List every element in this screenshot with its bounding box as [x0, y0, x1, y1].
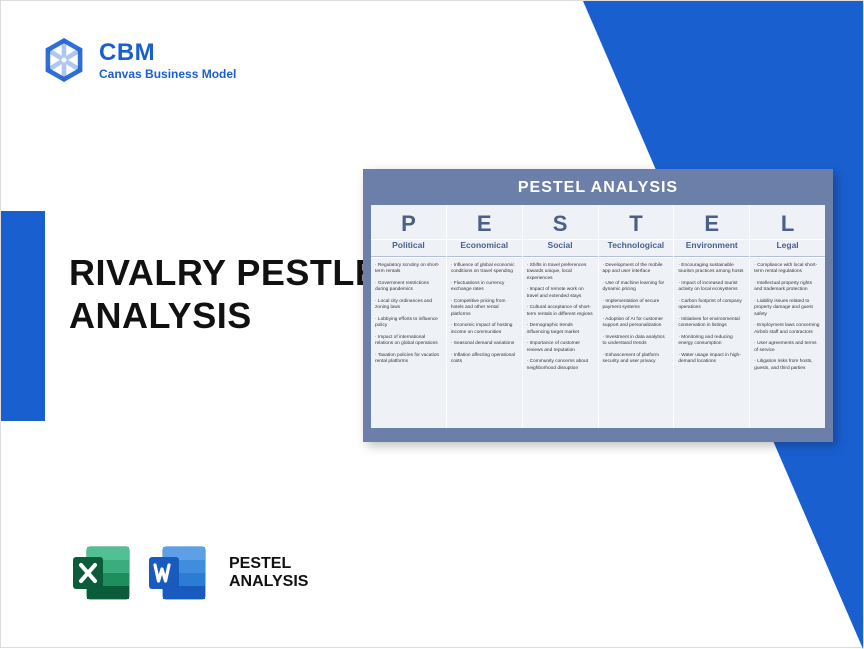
pestel-body: · Encouraging sustainable tourism practi…: [674, 258, 749, 428]
pestel-label: Social: [523, 240, 598, 257]
pestel-item: · Community concerns about neighborhood …: [527, 359, 594, 372]
pestel-item: · Lobbying efforts to influence policy: [375, 317, 442, 330]
pestel-item: · Adoption of AI for customer support an…: [603, 317, 670, 330]
pestel-body: · Influence of global economic condition…: [447, 258, 522, 428]
cbm-logo-icon: [41, 37, 87, 83]
pestel-item: · Investment in data analytics to unders…: [603, 335, 670, 348]
left-accent-bar: [1, 211, 45, 421]
pestel-item: · Shifts in travel preferences towards u…: [527, 263, 594, 282]
pestel-item: · Impact of international relations on g…: [375, 335, 442, 348]
logo-title: CBM: [99, 39, 236, 67]
pestel-letter: T: [599, 205, 674, 239]
pestel-item: · Compliance with local short-term renta…: [754, 263, 821, 276]
pestel-item: · Regulatory scrutiny on short-term rent…: [375, 263, 442, 276]
bottom-label: PESTEL ANALYSIS: [229, 555, 308, 592]
pestel-item: · Liability issues related to property d…: [754, 299, 821, 318]
title-line-1: RIVALRY PESTLE: [69, 251, 379, 294]
pestel-item: · Carbon footprint of company operations: [678, 299, 745, 312]
pestel-item: · Influence of global economic condition…: [451, 263, 518, 276]
pestel-item: · Impact of remote work on travel and ex…: [527, 287, 594, 300]
pestel-label: Political: [371, 240, 446, 257]
pestel-item: · Competitive pricing from hotels and ot…: [451, 299, 518, 318]
bottom-line-1: PESTEL: [229, 555, 308, 573]
pestel-item: · Use of machine learning for dynamic pr…: [603, 281, 670, 294]
pestel-letter: L: [750, 205, 825, 239]
pestel-item: · Encouraging sustainable tourism practi…: [678, 263, 745, 276]
pestel-body: · Regulatory scrutiny on short-term rent…: [371, 258, 446, 428]
pestel-label: Legal: [750, 240, 825, 257]
pestel-card: PESTEL ANALYSIS PESTELPoliticalEconomica…: [363, 169, 833, 442]
pestel-item: · Enhancement of platform security and u…: [603, 353, 670, 366]
pestel-item: · Economic impact of hosting income on c…: [451, 323, 518, 336]
pestel-item: · Importance of customer reviews and rep…: [527, 341, 594, 354]
pestel-item: · Local city ordinances and zoning laws: [375, 299, 442, 312]
pestel-body: · Compliance with local short-term renta…: [750, 258, 825, 428]
pestel-body: · Development of the mobile app and user…: [599, 258, 674, 428]
pestel-label: Economical: [447, 240, 522, 257]
pestel-grid: PESTELPoliticalEconomicalSocialTechnolog…: [371, 205, 825, 428]
pestel-item: · Litigation risks from hosts, guests, a…: [754, 359, 821, 372]
pestel-title: PESTEL ANALYSIS: [371, 179, 825, 197]
pestel-letter: P: [371, 205, 446, 239]
pestel-item: · Initiatives for environmental conserva…: [678, 317, 745, 330]
bottom-line-2: ANALYSIS: [229, 573, 308, 591]
pestel-item: · Taxation policies for vacation rental …: [375, 353, 442, 366]
pestel-item: · Demographic trends influencing target …: [527, 323, 594, 336]
word-icon: [145, 541, 209, 605]
pestel-item: · Water usage impact in high-demand loca…: [678, 353, 745, 366]
pestel-item: · Monitoring and reducing energy consump…: [678, 335, 745, 348]
title-line-2: ANALYSIS: [69, 294, 379, 337]
pestel-item: · Intellectual property rights and trade…: [754, 281, 821, 294]
pestel-item: · Seasonal demand variations: [451, 341, 518, 347]
pestel-item: · Implementation of secure payment syste…: [603, 299, 670, 312]
pestel-item: · Government restrictions during pandemi…: [375, 281, 442, 294]
pestel-item: · Cultural acceptance of short-term rent…: [527, 305, 594, 318]
pestel-label: Environment: [674, 240, 749, 257]
pestel-item: · Inflation affecting operational costs: [451, 353, 518, 366]
pestel-label: Technological: [599, 240, 674, 257]
pestel-item: · User agreements and terms of service: [754, 341, 821, 354]
pestel-item: · Impact of increased tourist activity o…: [678, 281, 745, 294]
pestel-letter: S: [523, 205, 598, 239]
pestel-body: · Shifts in travel preferences towards u…: [523, 258, 598, 428]
pestel-letter: E: [447, 205, 522, 239]
pestel-item: · Development of the mobile app and user…: [603, 263, 670, 276]
logo-subtitle: Canvas Business Model: [99, 67, 236, 81]
pestel-letter: E: [674, 205, 749, 239]
pestel-item: · Fluctuations in currency exchange rate…: [451, 281, 518, 294]
bottom-block: PESTEL ANALYSIS: [69, 541, 308, 605]
page-title: RIVALRY PESTLE ANALYSIS: [69, 251, 379, 337]
excel-icon: [69, 541, 133, 605]
pestel-item: · Employment laws concerning Airbnb staf…: [754, 323, 821, 336]
logo-block: CBM Canvas Business Model: [41, 37, 236, 83]
